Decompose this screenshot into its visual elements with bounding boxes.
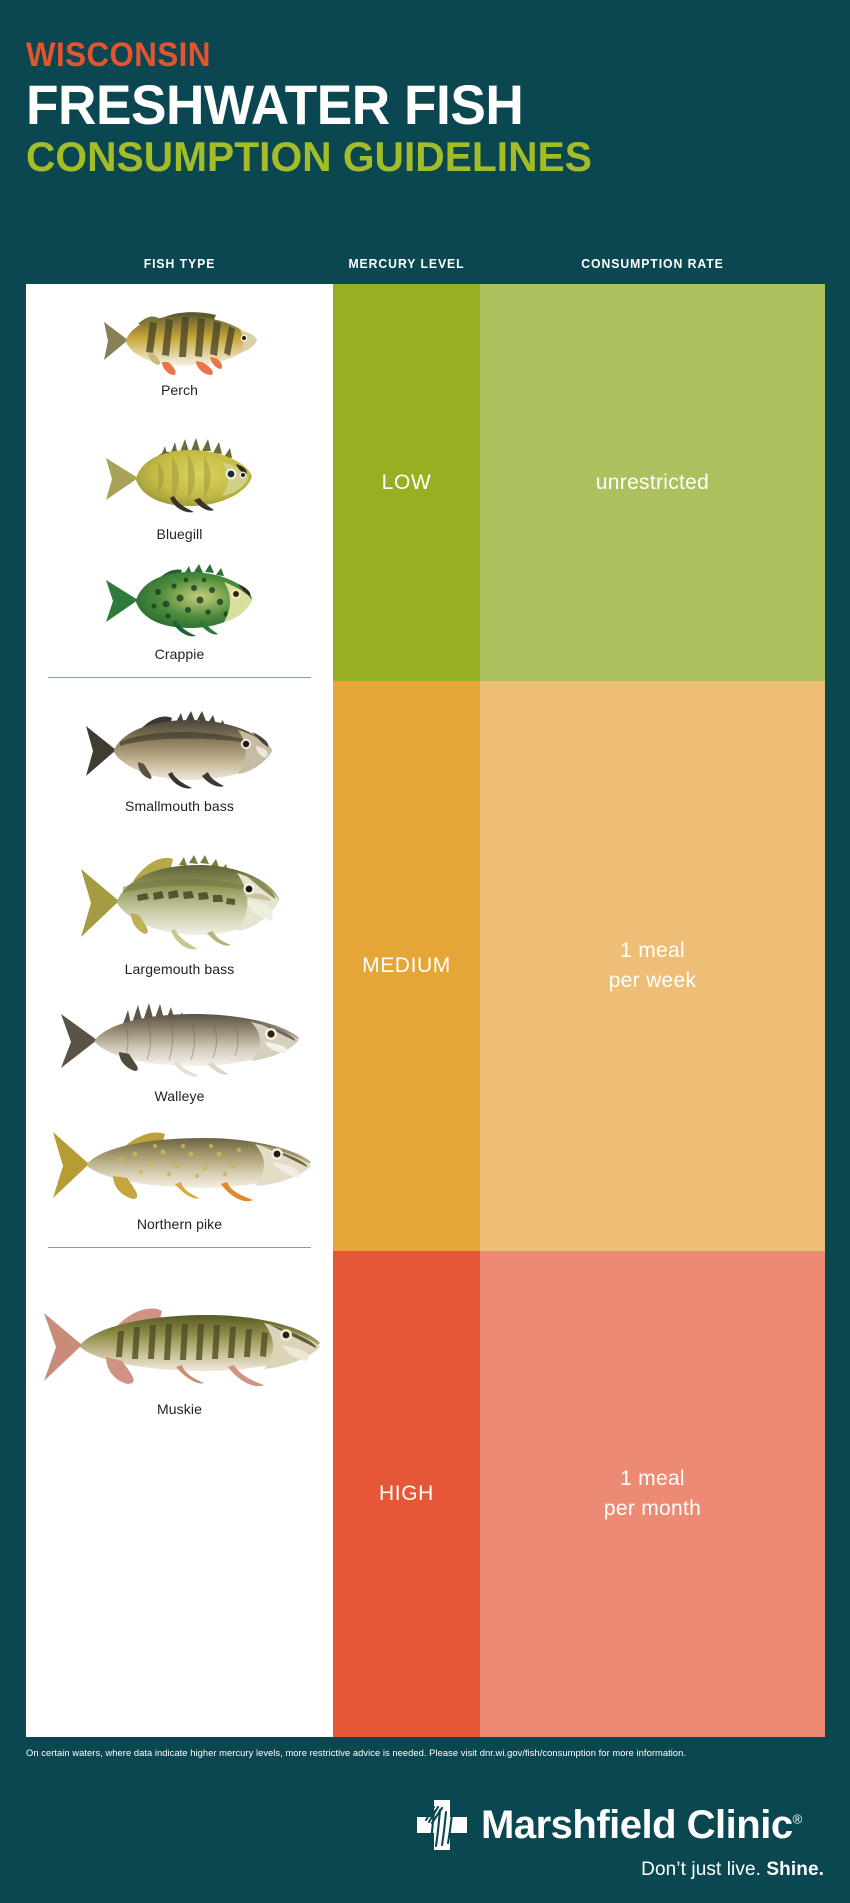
- column-header-mercury-level: MERCURY LEVEL: [348, 256, 465, 271]
- logo-tagline: Don’t just live. Shine.: [417, 1859, 826, 1881]
- consumption-rate-label: 1 meal per month: [604, 1464, 701, 1524]
- title-line-wisconsin: WISCONSIN: [26, 36, 211, 74]
- mercury-cell-low: LOW: [333, 284, 480, 681]
- tagline-bold-text: Shine.: [766, 1859, 824, 1880]
- fish-label: Crappie: [154, 646, 205, 662]
- fish-label: Walleye: [154, 1088, 205, 1104]
- fish-label: Smallmouth bass: [125, 798, 234, 814]
- perch-fish-illustration: [103, 312, 257, 375]
- mercury-cell-high: HIGH: [333, 1251, 480, 1737]
- logo-wordmark: Marshfield Clinic®: [481, 1805, 802, 1845]
- mercury-level-label: HIGH: [379, 1482, 434, 1505]
- consumption-rate-line1: 1 meal: [620, 1467, 685, 1491]
- list-item-bluegill: Bluegill: [26, 436, 333, 542]
- disclaimer-text: On certain waters, where data indicate h…: [26, 1748, 687, 1759]
- list-item-muskie: Muskie: [26, 1291, 333, 1417]
- northern-pike-fish-illustration: [52, 1132, 311, 1202]
- smallmouth-bass-fish-illustration: [85, 711, 272, 789]
- title-block: WISCONSIN FRESHWATER FISH CONSUMPTION GU…: [26, 38, 826, 179]
- consumption-rate-label: 1 meal per week: [609, 936, 697, 996]
- list-item-walleye: Walleye: [26, 996, 333, 1104]
- walleye-fish-illustration: [60, 1003, 299, 1077]
- table-row-medium: Smallmouth bass: [26, 681, 825, 1251]
- list-item-smallmouth-bass: Smallmouth bass: [26, 706, 333, 814]
- marshfield-cross-icon: [417, 1800, 467, 1850]
- list-item-perch: Perch: [26, 306, 333, 398]
- mercury-cell-medium: MEDIUM: [333, 681, 480, 1251]
- consumption-rate-label: unrestricted: [595, 470, 710, 494]
- fish-label: Perch: [160, 382, 199, 398]
- consumption-cell-low: unrestricted: [480, 284, 825, 681]
- fish-cell-medium: Smallmouth bass: [26, 681, 333, 1251]
- fish-cell-low: Perch: [26, 284, 333, 681]
- consumption-rate-line2: per month: [603, 1497, 702, 1520]
- title-line-consumption-guidelines: CONSUMPTION GUIDELINES: [26, 133, 592, 181]
- fish-label: Largemouth bass: [124, 961, 235, 977]
- section-divider-1: [48, 677, 311, 678]
- tagline-light-text: Don’t just live.: [641, 1859, 767, 1880]
- fish-label: Muskie: [157, 1401, 202, 1417]
- table-row-low: Perch: [26, 284, 825, 681]
- consumption-cell-medium: 1 meal per week: [480, 681, 825, 1251]
- title-line-freshwater-fish: FRESHWATER FISH: [26, 73, 524, 136]
- section-divider-2: [48, 1247, 311, 1248]
- consumption-rate-line1: 1 meal: [620, 939, 685, 963]
- mercury-level-label: LOW: [381, 470, 432, 494]
- crappie-fish-illustration: [105, 564, 252, 637]
- muskie-fish-illustration: [43, 1308, 320, 1387]
- marshfield-clinic-logo: Marshfield Clinic® Don’t just live. Shin…: [417, 1800, 826, 1890]
- table-row-high: Muskie HIGH 1 meal per month: [26, 1251, 825, 1737]
- logo-name-text: Marshfield Clinic: [481, 1803, 793, 1847]
- consumption-rate-line2: per week: [608, 969, 697, 992]
- fish-label: Bluegill: [156, 526, 203, 542]
- column-header-consumption-rate: CONSUMPTION RATE: [581, 256, 724, 271]
- list-item-crappie: Crappie: [26, 562, 333, 662]
- bluegill-fish-illustration: [105, 438, 252, 513]
- fish-cell-high: Muskie: [26, 1251, 333, 1737]
- guidelines-table: Perch: [26, 284, 825, 1737]
- consumption-cell-high: 1 meal per month: [480, 1251, 825, 1737]
- column-header-fish-type: FISH TYPE: [143, 256, 216, 271]
- column-headers: FISH TYPE MERCURY LEVEL CONSUMPTION RATE: [0, 256, 850, 284]
- list-item-northern-pike: Northern pike: [26, 1116, 333, 1232]
- list-item-largemouth-bass: Largemouth bass: [26, 851, 333, 977]
- mercury-level-label: MEDIUM: [362, 954, 451, 977]
- fish-label: Northern pike: [136, 1216, 223, 1232]
- registered-mark: ®: [792, 1811, 803, 1827]
- largemouth-bass-fish-illustration: [80, 855, 279, 950]
